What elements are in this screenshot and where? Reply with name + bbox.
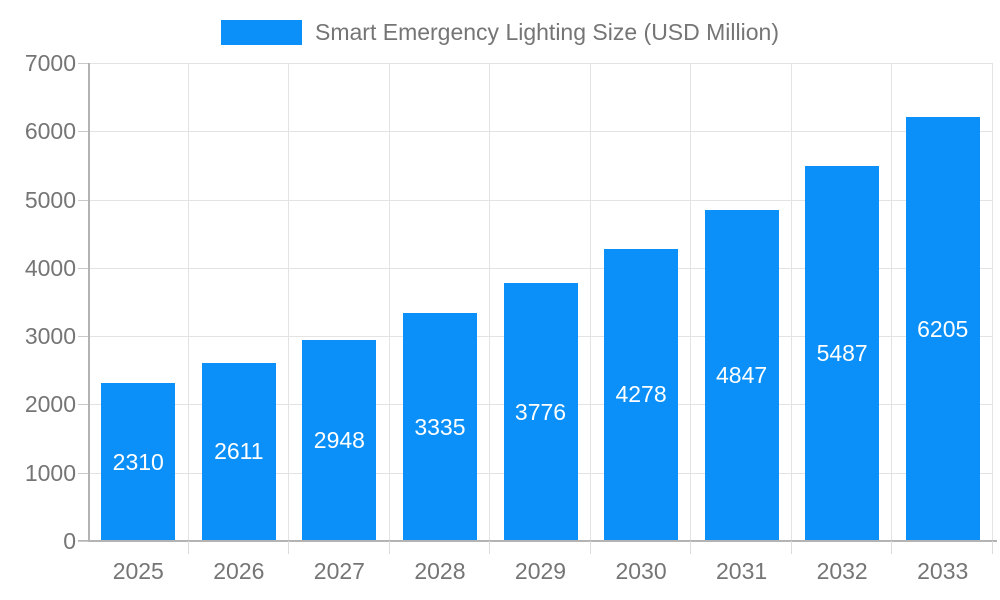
bar-2026: 2611 xyxy=(201,362,276,541)
bar-2027: 2948 xyxy=(302,339,377,541)
x-tick-label: 2029 xyxy=(514,558,567,584)
bar-2025: 2310 xyxy=(101,383,176,541)
bar-2031: 4847 xyxy=(704,210,779,541)
v-gridline xyxy=(589,63,591,541)
y-tick-label: 5000 xyxy=(24,186,76,213)
y-tick-label: 2000 xyxy=(24,391,76,418)
x-tick-label: 2030 xyxy=(615,558,667,584)
x-tick-label: 2026 xyxy=(213,558,265,584)
h-gridline xyxy=(88,131,993,133)
v-gridline xyxy=(992,63,993,541)
bar-2029: 3776 xyxy=(503,283,578,541)
x-axis-labels: 2025 2026 2027 2028 2029 2030 2031 2032 2033 xyxy=(88,556,993,588)
x-tick-label: 2027 xyxy=(313,558,365,584)
x-tick-mark xyxy=(388,541,390,554)
x-tick-mark xyxy=(690,541,692,554)
bar-value-label: 2310 xyxy=(112,448,164,475)
v-gridline xyxy=(288,63,290,541)
x-tick-mark xyxy=(187,541,189,554)
legend-swatch-icon xyxy=(221,19,302,45)
y-tick-mark xyxy=(78,63,88,64)
bar-value-label: 2948 xyxy=(313,426,365,453)
x-tick-mark xyxy=(589,541,591,554)
v-gridline xyxy=(187,63,189,541)
x-tick-mark xyxy=(790,541,792,554)
v-gridline xyxy=(891,63,893,541)
bar-value-label: 3776 xyxy=(514,398,567,425)
y-tick-label: 1000 xyxy=(24,459,76,486)
bar-value-label: 3335 xyxy=(414,413,466,440)
y-tick-mark xyxy=(78,336,88,338)
x-tick-mark xyxy=(992,541,993,554)
x-tick-label: 2025 xyxy=(112,558,164,584)
v-gridline xyxy=(690,63,692,541)
v-gridline xyxy=(790,63,792,541)
x-tick-label: 2031 xyxy=(716,558,768,584)
legend-label: Smart Emergency Lighting Size (USD Milli… xyxy=(315,18,779,45)
x-tick-mark xyxy=(891,541,893,554)
x-tick-label: 2028 xyxy=(414,558,466,584)
bar-2030: 4278 xyxy=(604,248,679,541)
y-axis-line xyxy=(88,63,90,541)
bar-2028: 3335 xyxy=(402,313,477,541)
y-axis-labels: 0 1000 2000 3000 4000 5000 6000 7000 xyxy=(0,51,76,553)
h-gridline xyxy=(88,199,993,201)
v-gridline xyxy=(388,63,390,541)
y-tick-mark xyxy=(78,404,88,406)
bar-2033: 6205 xyxy=(905,117,980,541)
y-tick-label: 6000 xyxy=(24,118,76,145)
y-tick-mark xyxy=(78,199,88,201)
x-axis-line xyxy=(78,540,997,542)
bar-value-label: 2611 xyxy=(214,438,264,465)
h-gridline xyxy=(88,63,993,64)
h-gridline xyxy=(88,267,993,269)
x-tick-label: 2033 xyxy=(917,558,969,584)
y-tick-label: 0 xyxy=(63,528,76,554)
y-tick-label: 3000 xyxy=(24,323,76,350)
legend[interactable]: Smart Emergency Lighting Size (USD Milli… xyxy=(0,16,1000,48)
x-tick-label: 2032 xyxy=(816,558,868,584)
y-tick-mark xyxy=(78,541,88,542)
y-tick-mark xyxy=(78,267,88,269)
x-tick-mark xyxy=(288,541,290,554)
bar-value-label: 5487 xyxy=(816,340,868,367)
bar-2032: 5487 xyxy=(805,166,880,541)
x-tick-mark xyxy=(489,541,491,554)
bar-value-label: 4847 xyxy=(716,362,768,389)
bar-value-label: 4278 xyxy=(615,381,667,408)
y-tick-label: 7000 xyxy=(24,50,76,76)
y-tick-mark xyxy=(78,131,88,133)
bar-value-label: 6205 xyxy=(917,315,969,342)
plot-area: 2310 2611 2948 3335 3776 4278 4847 5487 6205 xyxy=(78,63,997,554)
y-tick-label: 4000 xyxy=(24,254,76,281)
v-gridline xyxy=(489,63,491,541)
y-tick-mark xyxy=(78,472,88,474)
